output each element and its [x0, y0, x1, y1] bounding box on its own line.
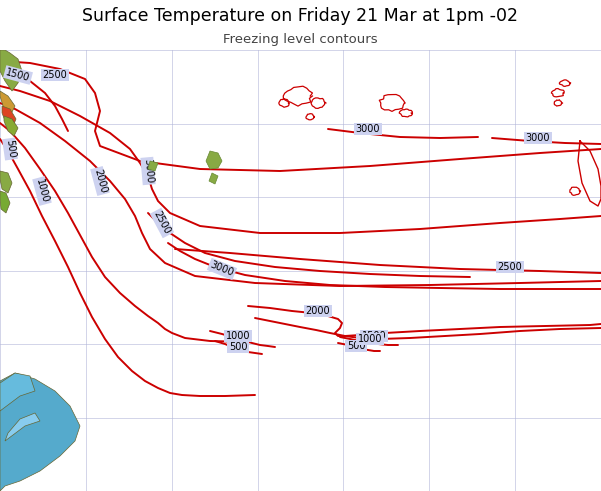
- Polygon shape: [209, 173, 218, 184]
- Text: 2500: 2500: [43, 70, 67, 80]
- Polygon shape: [0, 50, 22, 91]
- Polygon shape: [2, 106, 16, 129]
- Text: 1500: 1500: [5, 67, 31, 83]
- Polygon shape: [148, 161, 158, 171]
- Text: Freezing level contours: Freezing level contours: [223, 32, 378, 46]
- Text: 3000: 3000: [142, 159, 154, 184]
- Polygon shape: [206, 151, 222, 169]
- Text: 500: 500: [4, 139, 16, 159]
- Text: 2000: 2000: [306, 306, 331, 316]
- Polygon shape: [4, 116, 18, 136]
- Text: 500: 500: [347, 341, 365, 351]
- Text: 1500: 1500: [362, 331, 386, 341]
- Text: 2500: 2500: [498, 262, 522, 272]
- Text: 3000: 3000: [209, 260, 235, 278]
- Polygon shape: [0, 373, 35, 411]
- Text: 2000: 2000: [92, 168, 108, 194]
- Text: 1000: 1000: [34, 178, 50, 204]
- Polygon shape: [0, 373, 80, 491]
- Text: 3000: 3000: [526, 133, 551, 143]
- Text: 3000: 3000: [356, 124, 380, 134]
- Text: Surface Temperature on Friday 21 Mar at 1pm -02: Surface Temperature on Friday 21 Mar at …: [82, 7, 519, 25]
- Text: 500: 500: [229, 342, 247, 352]
- Polygon shape: [0, 91, 15, 116]
- Polygon shape: [0, 171, 12, 193]
- Text: 1000: 1000: [358, 334, 382, 344]
- Text: 2500: 2500: [152, 210, 172, 236]
- Polygon shape: [5, 413, 40, 441]
- Polygon shape: [0, 191, 10, 213]
- Text: 1000: 1000: [226, 331, 250, 341]
